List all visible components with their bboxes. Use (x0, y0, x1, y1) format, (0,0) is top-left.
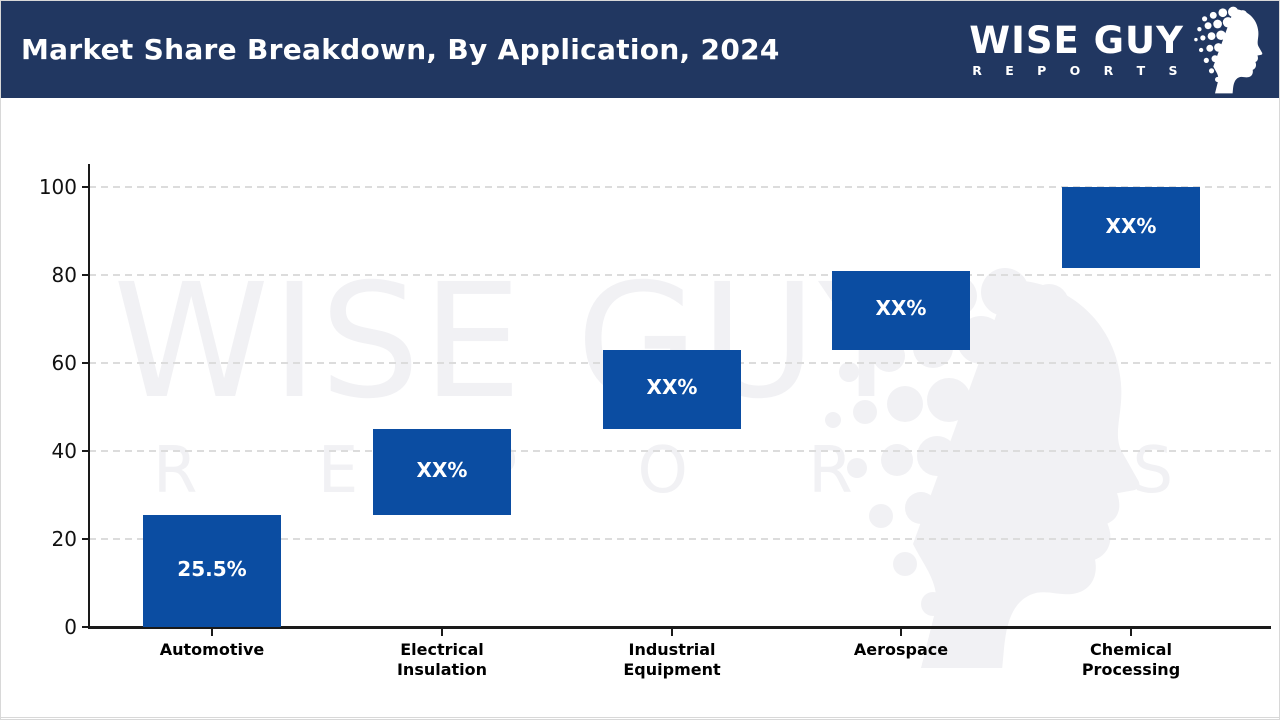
x-category-label: Automotive (159, 640, 265, 659)
header: Market Share Breakdown, By Application, … (1, 1, 1279, 98)
page-title: Market Share Breakdown, By Application, … (21, 33, 780, 66)
x-category-label: Industrial Equipment (623, 640, 721, 679)
y-tick-label: 60 (51, 351, 77, 375)
y-tick (82, 274, 89, 276)
y-tick (82, 362, 89, 364)
bar (603, 349, 741, 429)
logo-wordmark: WISE GUY (969, 18, 1184, 62)
y-tick-label: 40 (51, 439, 77, 463)
y-tick-label: 80 (51, 263, 77, 287)
x-category-label: Electrical Insulation (396, 640, 488, 679)
bar-value-label: 25.5% (177, 556, 247, 581)
x-tick (1130, 629, 1132, 636)
watermark-head-icon (825, 268, 1140, 668)
bar-value-label: XX% (875, 296, 927, 321)
x-tick (441, 629, 443, 636)
x-category-label: Chemical Processing (1081, 640, 1181, 679)
bar (1062, 187, 1200, 269)
x-category-label: Aerospace (853, 640, 949, 659)
bar-value-label: XX% (1105, 213, 1157, 238)
bar (143, 514, 281, 627)
bar (373, 429, 511, 515)
footer-divider (1, 717, 1279, 718)
x-axis (88, 626, 1271, 629)
y-tick (82, 450, 89, 452)
gridline (89, 538, 1271, 540)
y-tick (82, 186, 89, 188)
gridline (89, 450, 1271, 452)
y-tick-label: 20 (51, 527, 77, 551)
x-tick (900, 629, 902, 636)
gridline (89, 186, 1271, 188)
bar (832, 270, 970, 350)
y-tick-label: 100 (38, 175, 77, 199)
y-tick (82, 626, 89, 628)
x-tick (671, 629, 673, 636)
y-tick-label: 0 (64, 615, 77, 639)
y-axis (88, 164, 90, 629)
watermark-wordmark: WISE GUY (113, 250, 917, 434)
bar-value-label: XX% (646, 375, 698, 400)
logo-reports-text: R E P O R T S (972, 62, 1187, 78)
wiseguy-logo: WISE GUY R E P O R T S (969, 6, 1267, 94)
gridline (89, 274, 1271, 276)
y-tick (82, 538, 89, 540)
bar-value-label: XX% (416, 457, 468, 482)
logo-head-icon (1194, 6, 1263, 93)
x-tick (211, 629, 213, 636)
